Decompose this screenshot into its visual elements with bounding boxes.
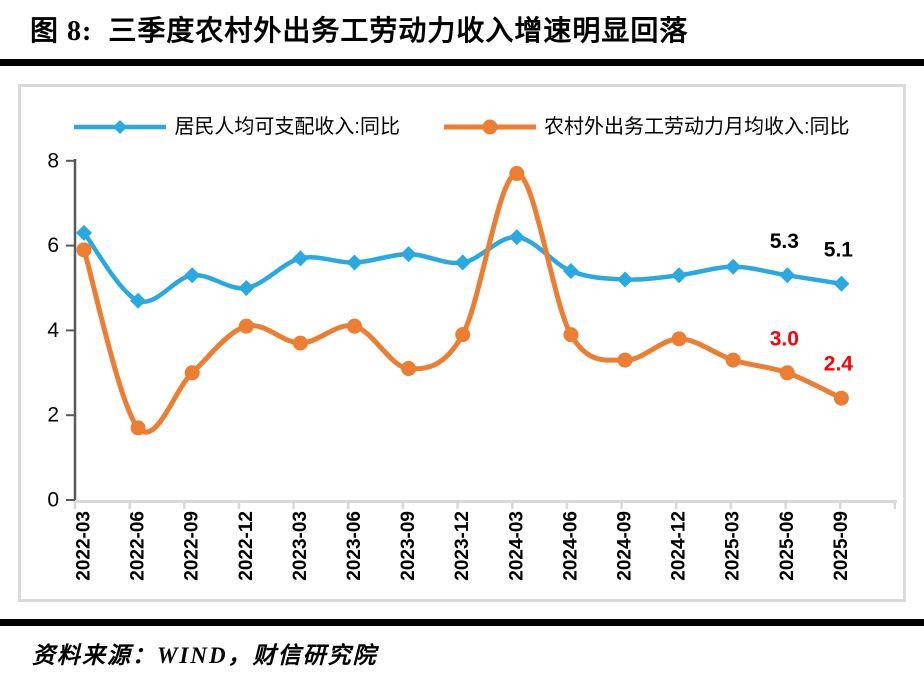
data-point-marker — [76, 224, 92, 241]
data-point-marker — [346, 254, 363, 271]
data-point-marker — [130, 292, 147, 309]
y-tick-label: 0 — [47, 489, 59, 512]
data-point-marker — [400, 246, 417, 263]
x-tick-label: 2023-03 — [290, 511, 311, 581]
data-point-marker — [238, 318, 254, 334]
y-tick-label: 2 — [47, 404, 59, 427]
x-tick-label: 2022-12 — [236, 511, 257, 581]
x-tick-label: 2025-03 — [723, 511, 744, 581]
x-tick-label: 2023-09 — [398, 511, 419, 581]
legend-label: 居民人均可支配收入:同比 — [174, 116, 400, 138]
data-point-marker — [617, 271, 633, 288]
legend-item-1: 农村外出务工劳动力月均收入:同比 — [444, 117, 850, 137]
annotation-label: 5.3 — [770, 230, 799, 253]
x-tick-label: 2024-09 — [615, 511, 636, 581]
x-tick-label: 2024-03 — [506, 511, 527, 581]
y-tick-label: 8 — [47, 149, 59, 172]
x-tick-label: 2024-12 — [669, 511, 690, 581]
x-tick-label: 2025-09 — [831, 511, 852, 581]
legend-line-diamond-icon — [74, 120, 167, 134]
series-line-1 — [81, 171, 844, 435]
legend-item-0: 居民人均可支配收入:同比 — [74, 117, 400, 137]
title-divider — [0, 59, 924, 66]
data-point-marker — [779, 365, 795, 381]
line-chart: 0 2 4 6 8 2022-03 2022-06 2022-09 2022-12 2023-03… — [47, 149, 897, 581]
data-point-marker — [509, 166, 525, 182]
figure-title: 图 8: 三季度农村外出务工劳动力收入增速明显回落 — [30, 16, 689, 47]
data-point-marker — [76, 242, 92, 258]
chart-container: 0 2 4 6 8 2022-03 2022-06 2022-09 2022-12 2023-03… — [18, 84, 906, 602]
x-tick-label: 2023-12 — [452, 511, 473, 581]
data-point-marker — [401, 361, 417, 377]
x-tick-label: 2025-06 — [777, 511, 798, 581]
data-point-marker — [184, 267, 201, 284]
data-point-marker — [833, 275, 850, 292]
data-point-marker — [184, 365, 200, 381]
source-note: 资料来源：WIND，财信研究院 — [32, 643, 378, 668]
data-point-marker — [779, 267, 796, 284]
x-tick-label: 2023-06 — [344, 511, 365, 581]
legend-line-circle-icon — [444, 119, 536, 135]
annotation-label: 2.4 — [824, 353, 854, 376]
y-tick-label: 4 — [47, 319, 59, 342]
data-point-marker — [671, 267, 688, 284]
data-point-marker — [347, 318, 362, 334]
footer-divider — [0, 619, 924, 626]
data-point-marker — [563, 327, 579, 343]
data-point-marker — [725, 258, 742, 275]
annotation-label: 3.0 — [770, 327, 799, 350]
x-tick-label: 2024-06 — [560, 511, 581, 581]
annotation-label: 5.1 — [824, 238, 854, 261]
data-point-marker — [833, 390, 849, 406]
x-tick-label: 2022-06 — [128, 511, 149, 581]
data-point-marker — [454, 254, 471, 271]
data-point-marker — [455, 327, 471, 343]
chart-legend: 居民人均可支配收入:同比 农村外出务工劳动力月均收入:同比 — [21, 117, 903, 137]
data-point-marker — [508, 229, 525, 246]
x-tick-label: 2022-03 — [74, 511, 95, 581]
x-tick-label: 2022-09 — [182, 511, 203, 581]
data-point-marker — [292, 250, 309, 267]
data-point-marker — [292, 335, 308, 351]
data-point-marker — [725, 352, 741, 368]
data-point-marker — [671, 331, 687, 347]
data-point-marker — [617, 352, 633, 368]
y-tick-label: 6 — [47, 234, 59, 257]
legend-label: 农村外出务工劳动力月均收入:同比 — [544, 116, 850, 138]
data-point-marker — [562, 263, 579, 280]
data-point-marker — [130, 420, 146, 436]
data-point-marker — [238, 280, 255, 296]
